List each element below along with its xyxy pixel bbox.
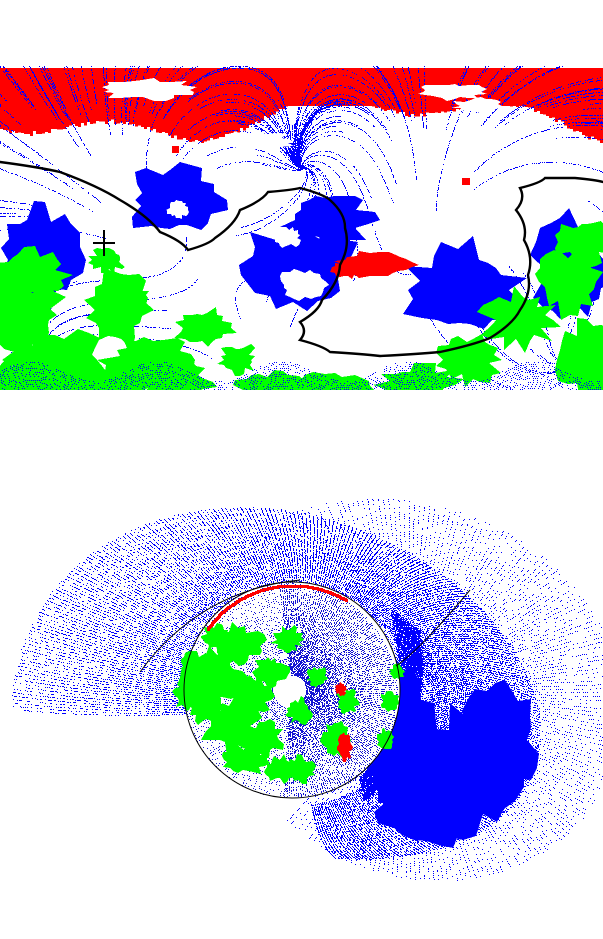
map-panel-canvas: [0, 60, 603, 390]
globe-outline-contour: [139, 579, 471, 799]
globe-cusp-red-arc: [207, 585, 353, 762]
spherical-projection-panel: [0, 440, 603, 939]
cross-marker: [93, 230, 115, 256]
globe-panel-canvas: [0, 440, 603, 939]
equirectangular-map-panel: [0, 60, 603, 390]
separatrix-contour: [0, 160, 603, 358]
landmass-green-regions: [0, 78, 603, 390]
